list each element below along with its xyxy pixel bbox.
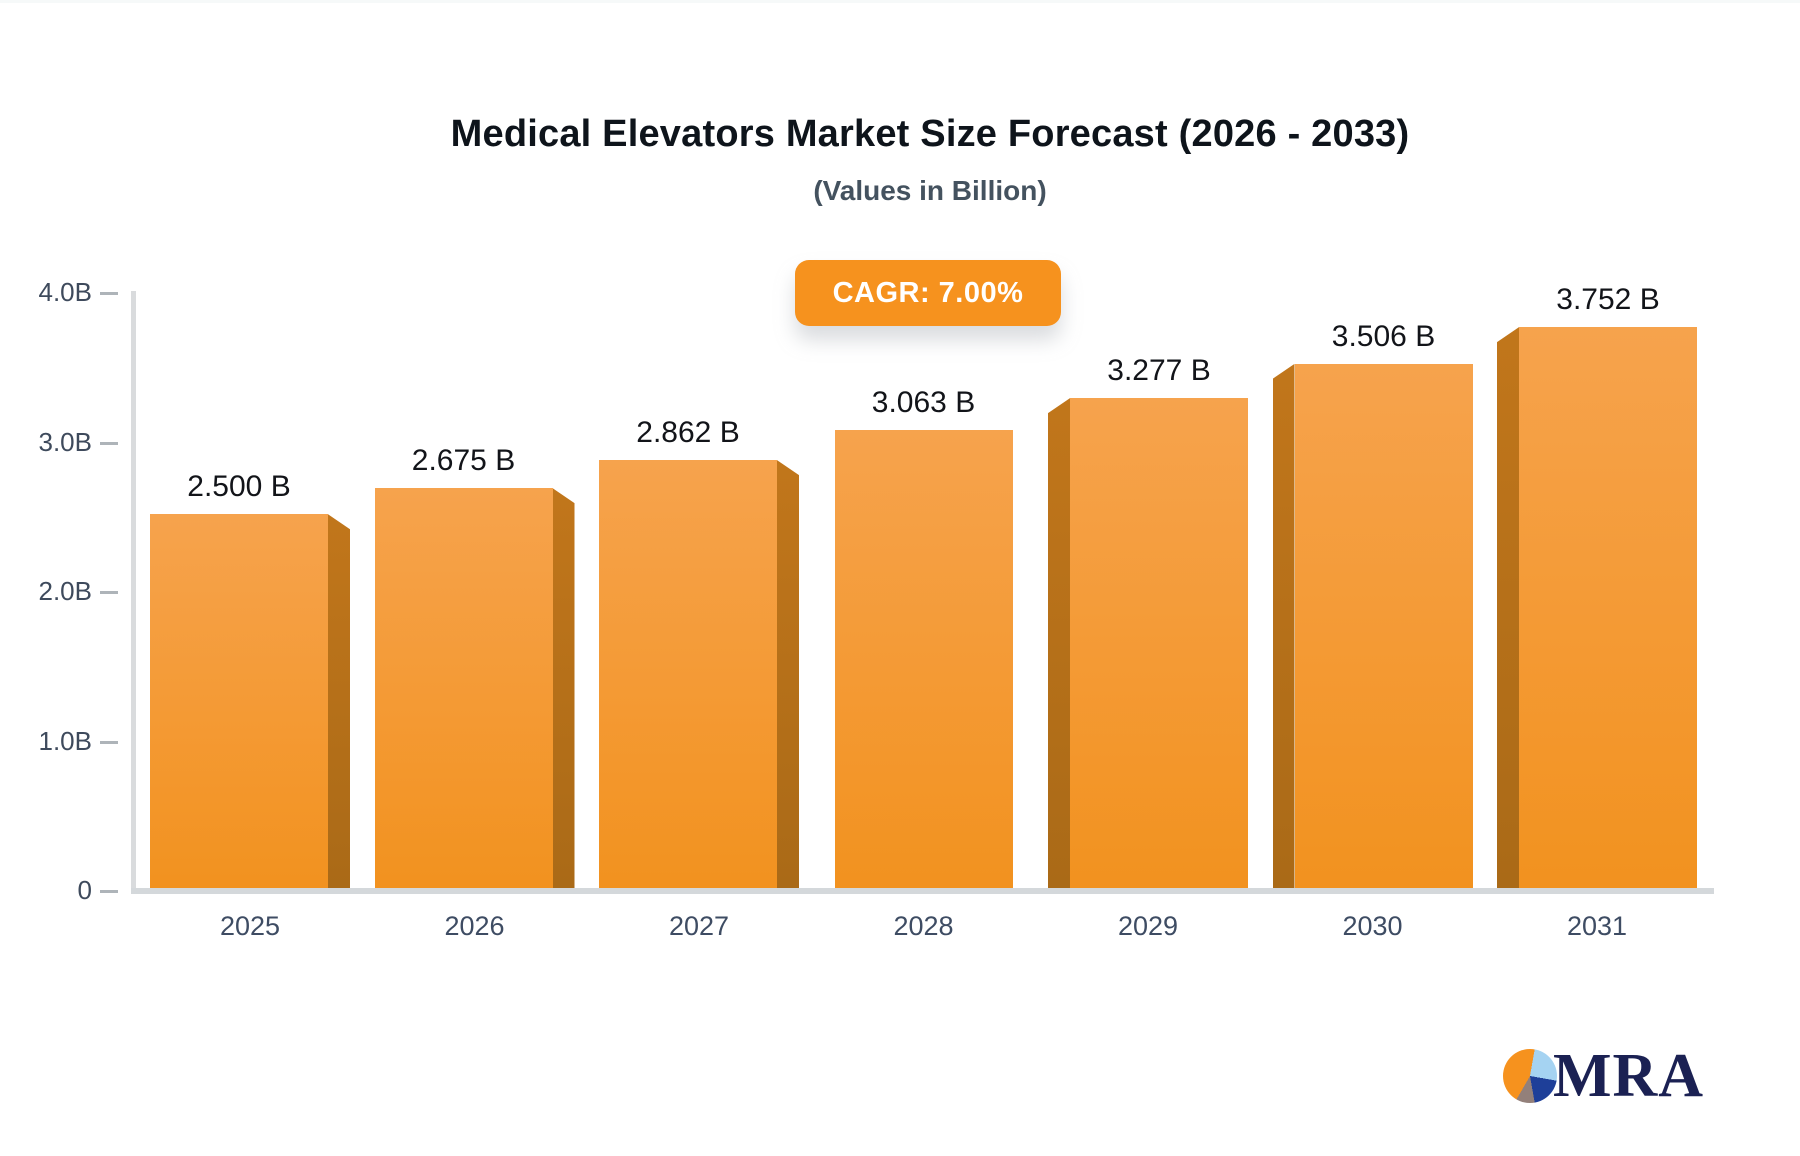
- bar-side-3d: [328, 514, 350, 888]
- y-axis-line: [131, 291, 136, 891]
- bar-value-label: 3.752 B: [1556, 283, 1660, 317]
- x-axis-label-2030: 2030: [1342, 911, 1403, 941]
- x-axis-label-2028: 2028: [893, 911, 954, 941]
- chart-subtitle: (Values in Billion): [813, 175, 1047, 206]
- bar-side-3d: [1497, 327, 1519, 888]
- bar-value-label: 3.506 B: [1331, 319, 1436, 353]
- bar-2027: 2.862 B: [599, 416, 799, 888]
- bar-face: [834, 430, 1013, 888]
- y-axis-tick-mark: [100, 292, 118, 295]
- x-axis-label-2029: 2029: [1117, 911, 1179, 941]
- y-axis-tick-label: 2.0B: [38, 576, 93, 606]
- cagr-badge: CAGR: 7.00%: [795, 260, 1061, 326]
- x-axis-label-2031: 2031: [1566, 911, 1628, 941]
- y-axis-tick-mark: [100, 441, 118, 445]
- bar-value-label: 2.862 B: [636, 416, 740, 450]
- y-axis-tick-mark: [100, 591, 118, 594]
- bar-side-3d: [1048, 398, 1070, 888]
- y-axis-tick-label: 1.0B: [38, 725, 93, 756]
- mra-logo: MRA: [1503, 1041, 1733, 1111]
- y-axis-tick-label: 0: [77, 875, 92, 905]
- bar-side-3d: [777, 460, 799, 888]
- y-axis-tick-label: 4.0B: [38, 277, 93, 307]
- bar-side-3d: [552, 488, 575, 888]
- x-axis-label-2025: 2025: [219, 911, 281, 941]
- bar-face: [150, 514, 328, 888]
- cagr-badge-label: CAGR: 7.00%: [832, 276, 1024, 309]
- bar-side-3d: [1272, 363, 1295, 888]
- y-axis-tick-mark: [100, 740, 118, 744]
- pie-chart-icon: [1503, 1049, 1557, 1103]
- bar-2030: 3.506 B: [1272, 320, 1473, 888]
- bar-value-label: 3.277 B: [1107, 354, 1211, 388]
- bar-face: [1294, 363, 1473, 888]
- logo-text: MRA: [1553, 1042, 1705, 1110]
- chart-title: Medical Elevators Market Size Forecast (…: [450, 113, 1410, 155]
- bar-face: [374, 488, 553, 888]
- bar-2029: 3.277 B: [1048, 354, 1248, 888]
- bar-2025: 2.500 B: [150, 470, 350, 888]
- bar-2028: 3.063 B: [824, 386, 1024, 888]
- bar-2031: 3.752 B: [1497, 283, 1697, 888]
- y-axis-tick-label: 3.0B: [38, 426, 93, 457]
- bar-2026: 2.675 B: [374, 444, 575, 888]
- bar-value-label: 2.675 B: [411, 444, 516, 478]
- x-axis-line: [131, 888, 1714, 894]
- bar-face: [1070, 398, 1248, 888]
- y-axis-tick-mark: [100, 890, 118, 893]
- bar-face: [599, 460, 777, 888]
- bar-value-label: 3.063 B: [871, 386, 976, 420]
- bar-face: [1519, 327, 1697, 888]
- x-axis-label-2026: 2026: [444, 911, 505, 941]
- bar-value-label: 2.500 B: [187, 470, 291, 504]
- x-axis-label-2027: 2027: [668, 911, 730, 941]
